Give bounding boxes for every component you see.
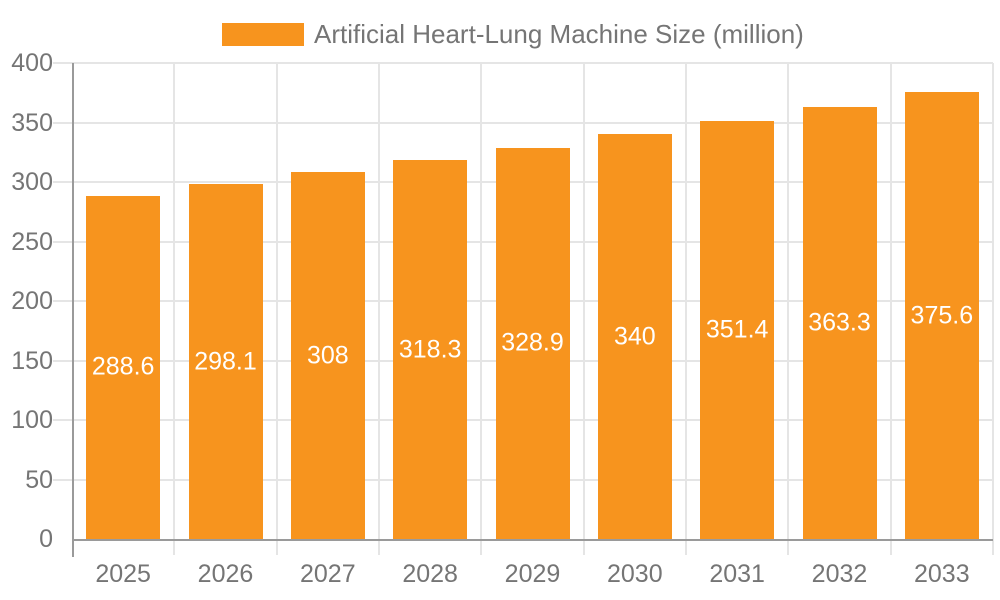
bar-value-label: 340 (613, 322, 656, 351)
x-axis-label: 2026 (197, 560, 254, 588)
x-axis-label: 2033 (914, 560, 970, 588)
y-axis-label: 100 (11, 406, 53, 434)
bar-2025[interactable]: 288.6 (86, 195, 161, 539)
y-axis-label: 50 (25, 465, 53, 494)
x-axis-label: 2027 (300, 560, 356, 588)
x-gridline (378, 63, 380, 555)
chart-legend[interactable]: Artificial Heart-Lung Machine Size (mill… (222, 19, 804, 50)
bar-2026[interactable]: 298.1 (188, 184, 263, 539)
y-axis-label: 0 (39, 525, 53, 553)
x-axis-label: 2028 (402, 560, 458, 588)
x-gridline (889, 63, 892, 555)
x-gridline (480, 63, 483, 555)
bar-value-label: 351.4 (705, 315, 769, 344)
y-axis-label: 150 (11, 346, 53, 375)
bar-value-label: 298.1 (194, 347, 257, 376)
bar-value-label: 308 (306, 341, 349, 370)
y-axis-label: 350 (11, 108, 53, 137)
legend-swatch (222, 23, 304, 46)
bar-value-label: 375.6 (910, 301, 974, 330)
y-axis-label: 400 (11, 49, 53, 77)
y-gridline (53, 62, 993, 64)
bar-value-label: 288.6 (91, 352, 155, 381)
x-axis-label: 2029 (504, 560, 561, 588)
bar-2032[interactable]: 363.3 (802, 106, 877, 539)
legend-label: Artificial Heart-Lung Machine Size (mill… (314, 19, 804, 49)
bar-2033[interactable]: 375.6 (904, 92, 979, 539)
x-gridline (685, 63, 687, 555)
bar-2027[interactable]: 308 (290, 172, 365, 539)
x-axis-label: 2032 (811, 560, 868, 588)
bar-value-label: 363.3 (808, 308, 871, 337)
x-gridline (992, 63, 994, 555)
bar-value-label: 318.3 (398, 335, 462, 364)
y-gridline (53, 121, 993, 124)
x-gridline (275, 63, 278, 555)
x-axis-label: 2030 (607, 560, 663, 588)
x-axis-line (72, 539, 993, 541)
bar-2030[interactable]: 340 (597, 134, 672, 539)
x-gridline (173, 63, 176, 555)
bar-2028[interactable]: 318.3 (393, 160, 468, 539)
y-axis-label: 250 (11, 227, 53, 256)
bar-2031[interactable]: 351.4 (700, 120, 775, 539)
plot-area: 0 50 100 150 200 250 300 350 400 288.6 2025 298.1 20… (11, 50, 994, 587)
y-axis-line (72, 63, 74, 557)
bar-2029[interactable]: 328.9 (495, 147, 570, 539)
y-axis-label: 200 (11, 287, 53, 315)
y-axis-label: 300 (11, 168, 53, 196)
x-axis-label: 2025 (95, 560, 151, 588)
x-gridline (582, 63, 585, 555)
x-axis-label: 2031 (709, 560, 765, 588)
x-gridline (787, 63, 790, 555)
bar-value-label: 328.9 (501, 328, 564, 357)
